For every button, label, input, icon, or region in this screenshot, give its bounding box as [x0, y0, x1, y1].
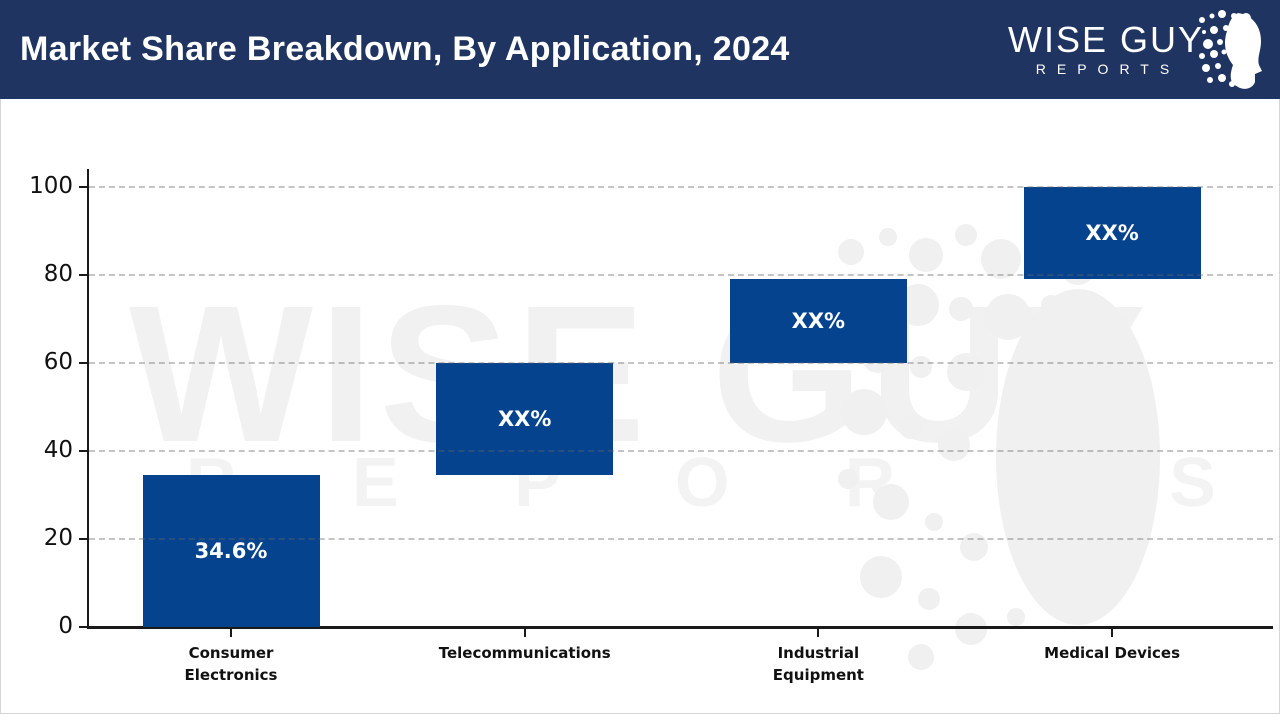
y-tick-label: 60 [43, 349, 73, 375]
bar-segment-3: XX% [729, 279, 907, 363]
x-tick [1111, 628, 1114, 637]
gridline-100 [89, 186, 1273, 188]
x-axis-line [87, 626, 1273, 629]
x-tick [817, 628, 820, 637]
bar-segment-2: XX% [436, 363, 614, 475]
y-tick [79, 362, 87, 364]
x-axis-category-label: Consumer Electronics [184, 644, 278, 684]
y-tick-label: 40 [43, 437, 73, 463]
y-tick [79, 538, 87, 540]
y-tick [79, 626, 87, 628]
y-tick [79, 186, 87, 188]
logo-text: WISE GUY REPORTS [1007, 19, 1204, 78]
bar-value-label: 34.6% [194, 538, 268, 563]
bar-value-label: XX% [1085, 221, 1139, 246]
y-tick-label: 100 [29, 173, 73, 199]
bar-segment-1: 34.6% [142, 474, 320, 627]
x-axis-category-label: Medical Devices [1044, 644, 1181, 662]
logo-reports-text: REPORTS [1035, 61, 1181, 77]
y-tick [79, 450, 87, 452]
gridline-20 [89, 538, 1273, 540]
x-tick [523, 628, 526, 637]
plot-area: 0 20 40 60 80 100 34.6% Consumer Electronics XX%… [1, 99, 1279, 713]
x-axis-category-label: Telecommunications [438, 644, 611, 662]
header-bar: Market Share Breakdown, By Application, … [0, 0, 1280, 99]
chart-title: Market Share Breakdown, By Application, … [20, 30, 790, 68]
chart-area: WISE GUY R E P O R T S 0 20 40 60 80 100 34.6%… [0, 99, 1280, 714]
bar-value-label: XX% [497, 406, 552, 431]
bar-value-label: XX% [791, 309, 846, 334]
logo-wiseguy-text: WISE GUY [1007, 19, 1204, 60]
x-axis-category-label: Industrial Equipment [772, 644, 864, 684]
y-tick [79, 274, 87, 276]
gridline-60 [89, 362, 1273, 364]
y-tick-label: 80 [43, 261, 73, 287]
gridline-40 [89, 450, 1273, 452]
x-tick [230, 628, 232, 637]
y-tick-label: 20 [43, 525, 73, 551]
bar-segment-4: XX% [1023, 187, 1201, 280]
y-tick-label: 0 [58, 613, 73, 639]
gridline-80 [89, 274, 1273, 276]
wiseguy-head-icon [1199, 9, 1262, 89]
wiseguy-logo: WISE GUY REPORTS [1008, 8, 1266, 92]
y-axis-line [87, 169, 89, 628]
